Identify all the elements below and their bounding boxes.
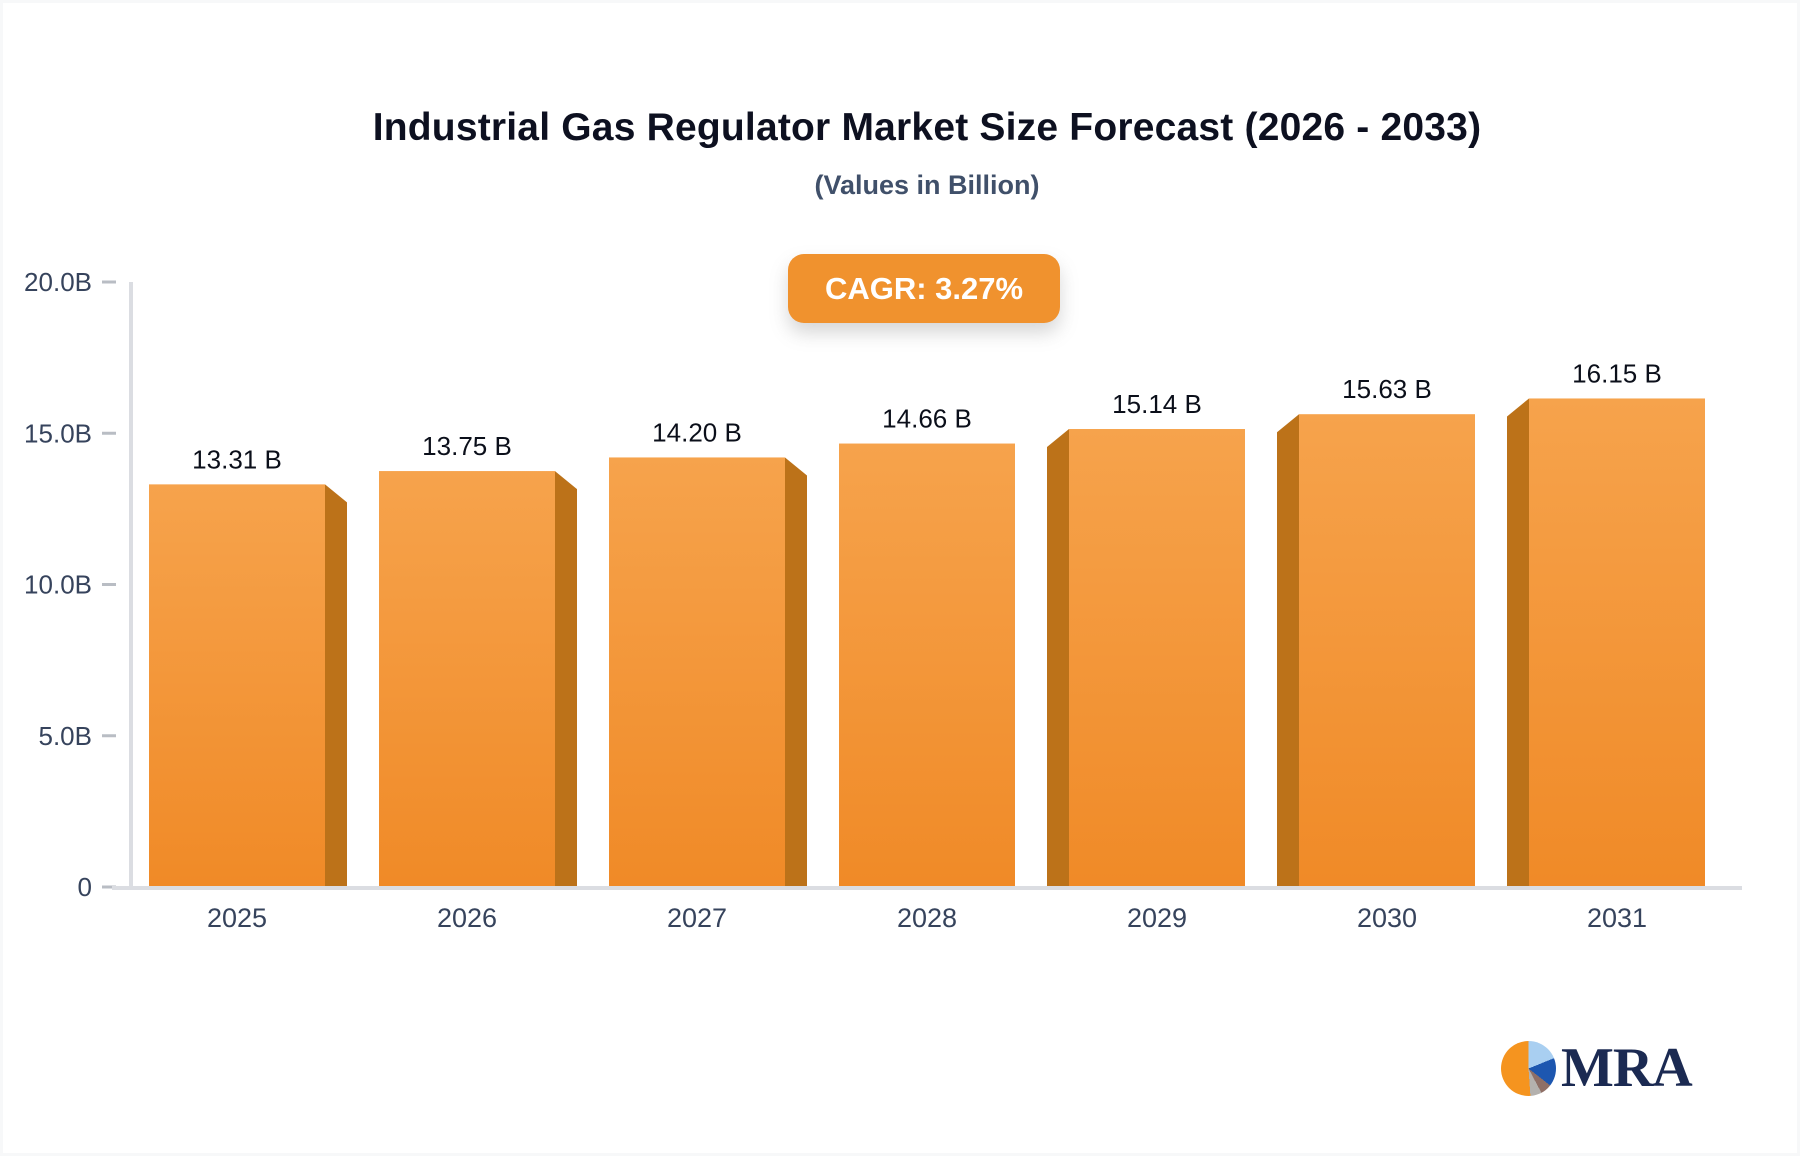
y-tick-label: 10.0B xyxy=(24,570,92,600)
bar-chart-svg: 0 5.0B 10.0B 15.0B 20.0B 13.31 B 13.75 B 14.20 … xyxy=(24,267,1742,933)
y-tick-label: 0 xyxy=(78,872,92,902)
mra-logo-text: MRA xyxy=(1561,1037,1693,1099)
bar-2026 xyxy=(379,471,555,887)
chart-subtitle: (Values in Billion) xyxy=(814,170,1040,200)
x-tick-label: 2026 xyxy=(437,903,497,933)
bar-value-label: 14.20 B xyxy=(652,417,742,447)
x-tick-label: 2029 xyxy=(1127,903,1187,933)
x-tick-label: 2025 xyxy=(207,903,267,933)
x-tick-label: 2030 xyxy=(1357,903,1417,933)
y-tick-label: 20.0B xyxy=(24,267,92,297)
bar-2030 xyxy=(1299,414,1475,887)
pie-chart-logo-icon xyxy=(1501,1040,1556,1096)
y-tick-label: 5.0B xyxy=(39,721,93,751)
bar-2031 xyxy=(1529,398,1705,887)
cagr-badge-label: CAGR: 3.27% xyxy=(824,270,1024,306)
bar-side-2025 xyxy=(325,484,347,887)
bar-value-label: 15.14 B xyxy=(1112,389,1202,419)
bar-2028 xyxy=(839,443,1015,887)
bar-value-label: 13.31 B xyxy=(192,444,282,474)
bar-value-label: 15.63 B xyxy=(1342,374,1432,404)
bar-side-2029 xyxy=(1047,429,1069,887)
bar-value-label: 14.66 B xyxy=(882,404,972,434)
chart-title: Industrial Gas Regulator Market Size For… xyxy=(372,106,1482,149)
mra-logo: MRA xyxy=(1501,1037,1693,1099)
bar-side-2026 xyxy=(555,471,577,887)
bar-2029 xyxy=(1069,429,1245,887)
bar-side-2030 xyxy=(1277,414,1299,887)
bar-chart-area: 0 5.0B 10.0B 15.0B 20.0B 13.31 B 13.75 B 14.20 … xyxy=(24,267,1742,933)
bar-value-label: 13.75 B xyxy=(422,431,512,461)
bar-2027 xyxy=(609,457,785,887)
bar-value-label: 16.15 B xyxy=(1572,358,1662,388)
bar-side-2027 xyxy=(785,457,807,887)
bar-side-2031 xyxy=(1507,398,1529,887)
x-tick-label: 2028 xyxy=(897,903,957,933)
y-tick-label: 15.0B xyxy=(24,418,92,448)
x-tick-label: 2027 xyxy=(667,903,727,933)
bar-2025 xyxy=(149,484,325,887)
x-tick-label: 2031 xyxy=(1587,903,1647,933)
cagr-badge: CAGR: 3.27% xyxy=(788,254,1060,323)
